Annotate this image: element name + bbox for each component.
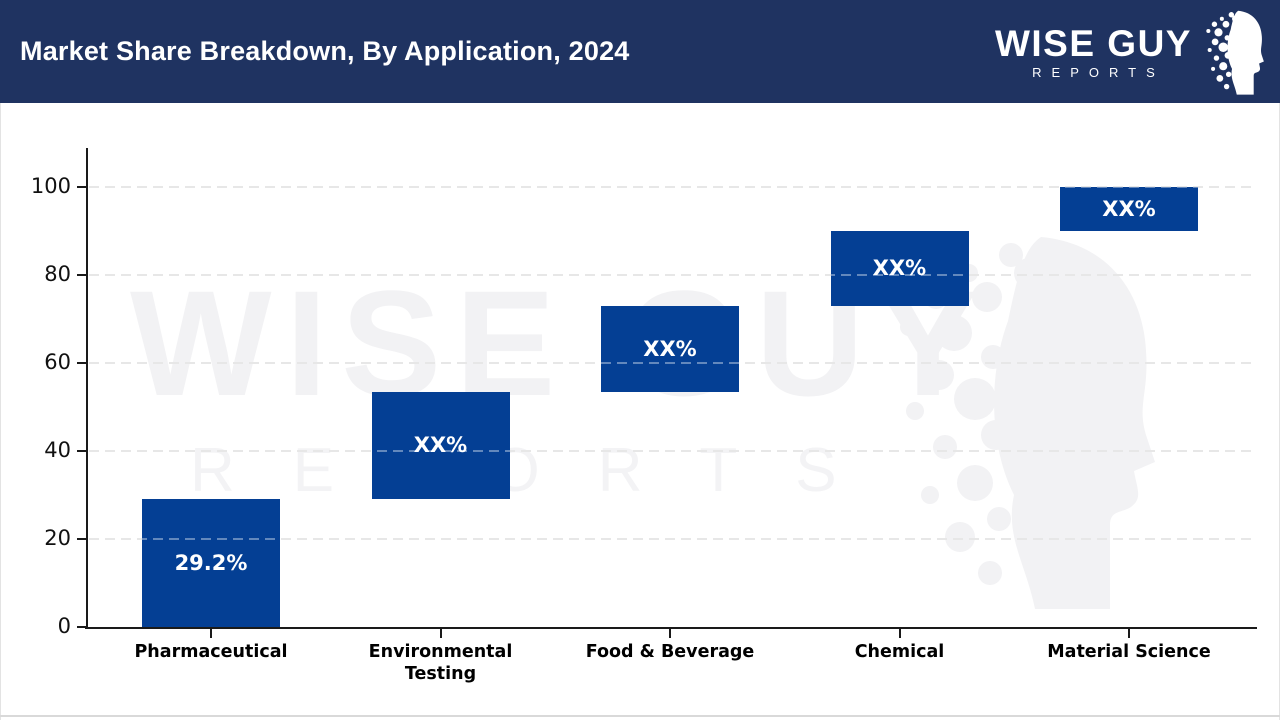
y-tick-mark (77, 186, 86, 188)
gridline (89, 274, 1255, 276)
y-tick-mark (77, 450, 86, 452)
face-profile-dots-icon (1194, 8, 1266, 96)
bar: XX% (601, 305, 739, 392)
bar: XX% (1060, 187, 1198, 231)
x-tick-mark (669, 629, 671, 638)
x-category-label: Food & Beverage (585, 642, 755, 662)
bar: XX% (371, 391, 510, 499)
header-bar: Market Share Breakdown, By Application, … (0, 0, 1280, 103)
y-tick-mark (77, 274, 86, 276)
x-tick-mark (210, 629, 212, 638)
y-axis (86, 148, 88, 629)
gridline-overlay (89, 538, 1255, 540)
logo-wordmark: WISE GUY (994, 22, 1192, 64)
x-category-label: Pharmaceutical (134, 642, 288, 662)
logo-text: WISE GUY REPORTS (995, 25, 1192, 79)
y-tick-mark (77, 538, 86, 540)
bar-value-label: XX% (872, 256, 927, 281)
y-tick-mark (77, 362, 86, 364)
x-category-label: Chemical (854, 642, 945, 662)
bottom-rule (0, 715, 1280, 717)
gridline-overlay (89, 274, 1255, 276)
bar-value-label: XX% (643, 336, 697, 361)
gridline (89, 186, 1255, 188)
gridline-overlay (89, 186, 1255, 188)
bar-value-label: XX% (413, 433, 468, 458)
bar-value-label: 29.2% (174, 550, 248, 575)
gridline (89, 538, 1255, 540)
x-tick-mark (439, 629, 442, 638)
y-tick-label: 0 (57, 614, 71, 638)
page-title: Market Share Breakdown, By Application, … (20, 36, 630, 66)
x-category-label: Material Science (1047, 642, 1211, 662)
bar: 29.2% (142, 498, 280, 627)
y-tick-label: 60 (44, 350, 71, 374)
y-tick-label: 20 (44, 526, 71, 550)
y-tick-mark (77, 626, 86, 628)
logo-subtext: REPORTS (1032, 64, 1165, 80)
page-left-edge (0, 103, 1, 720)
x-axis (85, 627, 1257, 629)
gridline (89, 450, 1255, 452)
x-tick-mark (1128, 629, 1130, 638)
bar: XX% (830, 231, 969, 306)
wise-guy-logo: WISE GUY REPORTS (995, 8, 1266, 96)
gridline-overlay (89, 450, 1255, 452)
x-tick-mark (898, 629, 901, 638)
y-tick-label: 40 (44, 438, 71, 462)
y-tick-label: 80 (44, 262, 71, 286)
gridline-overlay (89, 362, 1255, 364)
y-tick-label: 100 (30, 174, 71, 198)
bar-value-label: XX% (1102, 197, 1156, 221)
x-category-label: Environmental Testing (368, 642, 513, 684)
